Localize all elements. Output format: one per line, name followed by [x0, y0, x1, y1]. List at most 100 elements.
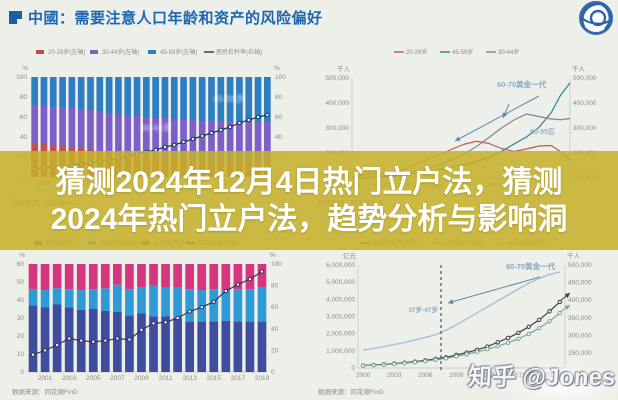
headline-line-2: 2024年热门立户法，趋势分析与影响洞 [50, 202, 568, 236]
annotation: 60-70黄金一代 [506, 261, 556, 271]
svg-text:%: % [19, 252, 25, 259]
svg-text:100: 100 [271, 261, 282, 268]
bank-logo-icon [579, 1, 613, 35]
headline-overlay-band: 猜测2024年12月4日热门立户法，猜测 2024年热门立户法，趋势分析与影响洞 [0, 151, 618, 250]
line-贷款/存款(右轴) [30, 269, 265, 357]
slide-header: 中國：需要注意人口年龄和资产的风险偏好 [0, 0, 618, 40]
svg-text:350,000: 350,000 [568, 315, 592, 322]
svg-text:千人: 千人 [572, 64, 586, 73]
svg-text:%: % [270, 252, 276, 259]
svg-text:2000: 2000 [356, 372, 371, 379]
svg-text:80: 80 [275, 94, 283, 101]
svg-text:45-59岁(左轴): 45-59岁(左轴) [160, 48, 197, 56]
svg-text:60: 60 [17, 261, 25, 268]
svg-text:%: % [274, 65, 280, 72]
bars-理财及股权(左轴) [28, 284, 267, 322]
svg-text:45-59岁: 45-59岁 [452, 48, 473, 56]
svg-text:2006: 2006 [418, 372, 433, 379]
svg-text:60: 60 [275, 114, 283, 121]
svg-text:1,000,000: 1,000,000 [326, 348, 355, 355]
svg-text:千人: 千人 [337, 64, 351, 73]
svg-text:2003: 2003 [62, 375, 77, 382]
svg-text:4,000,000: 4,000,000 [326, 296, 355, 303]
data-source-caption: 数据来源：同花顺FinD [12, 387, 78, 396]
annotation: 30-44岁 [140, 122, 172, 133]
svg-text:%: % [22, 65, 28, 72]
line-金融资产(左轴) [360, 310, 563, 368]
svg-text:2015: 2015 [207, 375, 222, 382]
line-45-59岁(右轴) [363, 271, 560, 351]
svg-text:450,000: 450,000 [568, 280, 592, 287]
svg-text:10: 10 [17, 351, 25, 358]
slide-title: 中國：需要注意人口年龄和资产的风险偏好 [28, 10, 323, 27]
svg-text:2009: 2009 [134, 375, 149, 382]
annotation: 45-59岁 [213, 93, 245, 104]
annotation: 60-70黄金一代 [497, 79, 547, 89]
svg-text:80: 80 [271, 283, 279, 290]
svg-text:500,000: 500,000 [573, 75, 597, 82]
svg-text:0: 0 [20, 369, 24, 376]
svg-text:2007: 2007 [110, 375, 125, 382]
svg-text:60: 60 [271, 304, 279, 311]
svg-text:6,000,000: 6,000,000 [326, 262, 355, 269]
svg-text:2011: 2011 [159, 375, 173, 382]
svg-text:2017: 2017 [231, 375, 246, 382]
svg-text:30-44岁(左轴): 30-44岁(左轴) [102, 48, 139, 56]
headline-line-1: 猜测2024年12月4日热门立户法，猜测 [55, 165, 563, 199]
svg-text:400,000: 400,000 [326, 100, 350, 107]
axis-tick-labels: 0 10 20 30 40 50 60 0 20 40 60 80 100% % 2001 2003 2005 2… [17, 252, 282, 382]
svg-text:亿元: 亿元 [343, 251, 357, 260]
data-source-caption: 数据来源：同花顺FinD [318, 387, 384, 396]
svg-text:40: 40 [275, 134, 283, 141]
bars-45-59岁(左轴) [31, 77, 271, 122]
svg-text:2005: 2005 [86, 375, 101, 382]
svg-text:2009: 2009 [449, 372, 464, 379]
svg-text:20-29岁: 20-29岁 [406, 48, 427, 56]
bullet-square-icon [9, 11, 22, 24]
legend-top-left: 20-29岁(左轴) 30-44岁(左轴) 45-59岁(左轴) 居民杠杆率(右轴) [36, 48, 262, 56]
svg-text:3,000,000: 3,000,000 [326, 314, 355, 321]
svg-text:0: 0 [271, 369, 275, 376]
svg-text:居民杠杆率(右轴): 居民杠杆率(右轴) [216, 48, 262, 56]
svg-text:40: 40 [271, 326, 279, 333]
svg-text:300,000: 300,000 [326, 125, 350, 132]
svg-text:300,000: 300,000 [568, 332, 592, 339]
svg-text:2001: 2001 [38, 375, 53, 382]
svg-text:20: 20 [17, 333, 25, 340]
svg-text:100: 100 [275, 74, 286, 81]
corner-cloud-smudge [498, 362, 618, 400]
svg-text:300,000: 300,000 [573, 125, 597, 132]
bars-金融资产(左轴) [28, 264, 267, 291]
svg-text:500,000: 500,000 [326, 75, 350, 82]
zhihu-watermark: 知乎 @Jones [467, 364, 616, 391]
svg-text:2003: 2003 [387, 372, 402, 379]
svg-text:500,000: 500,000 [568, 262, 592, 269]
svg-text:0: 0 [351, 365, 355, 372]
svg-text:400,000: 400,000 [573, 100, 597, 107]
svg-text:千人: 千人 [567, 251, 581, 260]
svg-text:2019: 2019 [255, 375, 270, 382]
annotation: 80-95后 [530, 127, 555, 136]
svg-text:20: 20 [271, 347, 279, 354]
svg-text:40: 40 [20, 134, 28, 141]
svg-text:50: 50 [17, 279, 25, 286]
svg-text:2013: 2013 [182, 375, 197, 382]
svg-text:60: 60 [20, 114, 28, 121]
svg-text:30: 30 [17, 315, 25, 322]
svg-text:250,000: 250,000 [568, 350, 592, 357]
bars-30-44岁(左轴) [31, 105, 271, 163]
svg-text:400,000: 400,000 [568, 297, 592, 304]
svg-text:30-44岁: 30-44岁 [498, 48, 519, 56]
svg-text:100: 100 [16, 74, 27, 81]
svg-text:2,000,000: 2,000,000 [326, 331, 355, 338]
legend-top-right: 20-29岁 45-59岁 30-44岁 [394, 48, 519, 56]
chart-bottom-left: 0 10 20 30 40 50 60 0 20 40 60 80 100% % 2001 2003 2005 2… [12, 239, 282, 396]
svg-text:40: 40 [17, 297, 25, 304]
annotation: 37岁-47岁 [408, 305, 438, 314]
svg-text:20-29岁(左轴): 20-29岁(左轴) [48, 48, 85, 56]
svg-text:80: 80 [20, 94, 28, 101]
axis-tick-labels: 0 1,000,000 2,000,000 3,000,000 4,000,000 5,0… [326, 251, 592, 379]
svg-text:5,000,000: 5,000,000 [326, 279, 355, 286]
bars-存款(左轴) [28, 304, 267, 372]
